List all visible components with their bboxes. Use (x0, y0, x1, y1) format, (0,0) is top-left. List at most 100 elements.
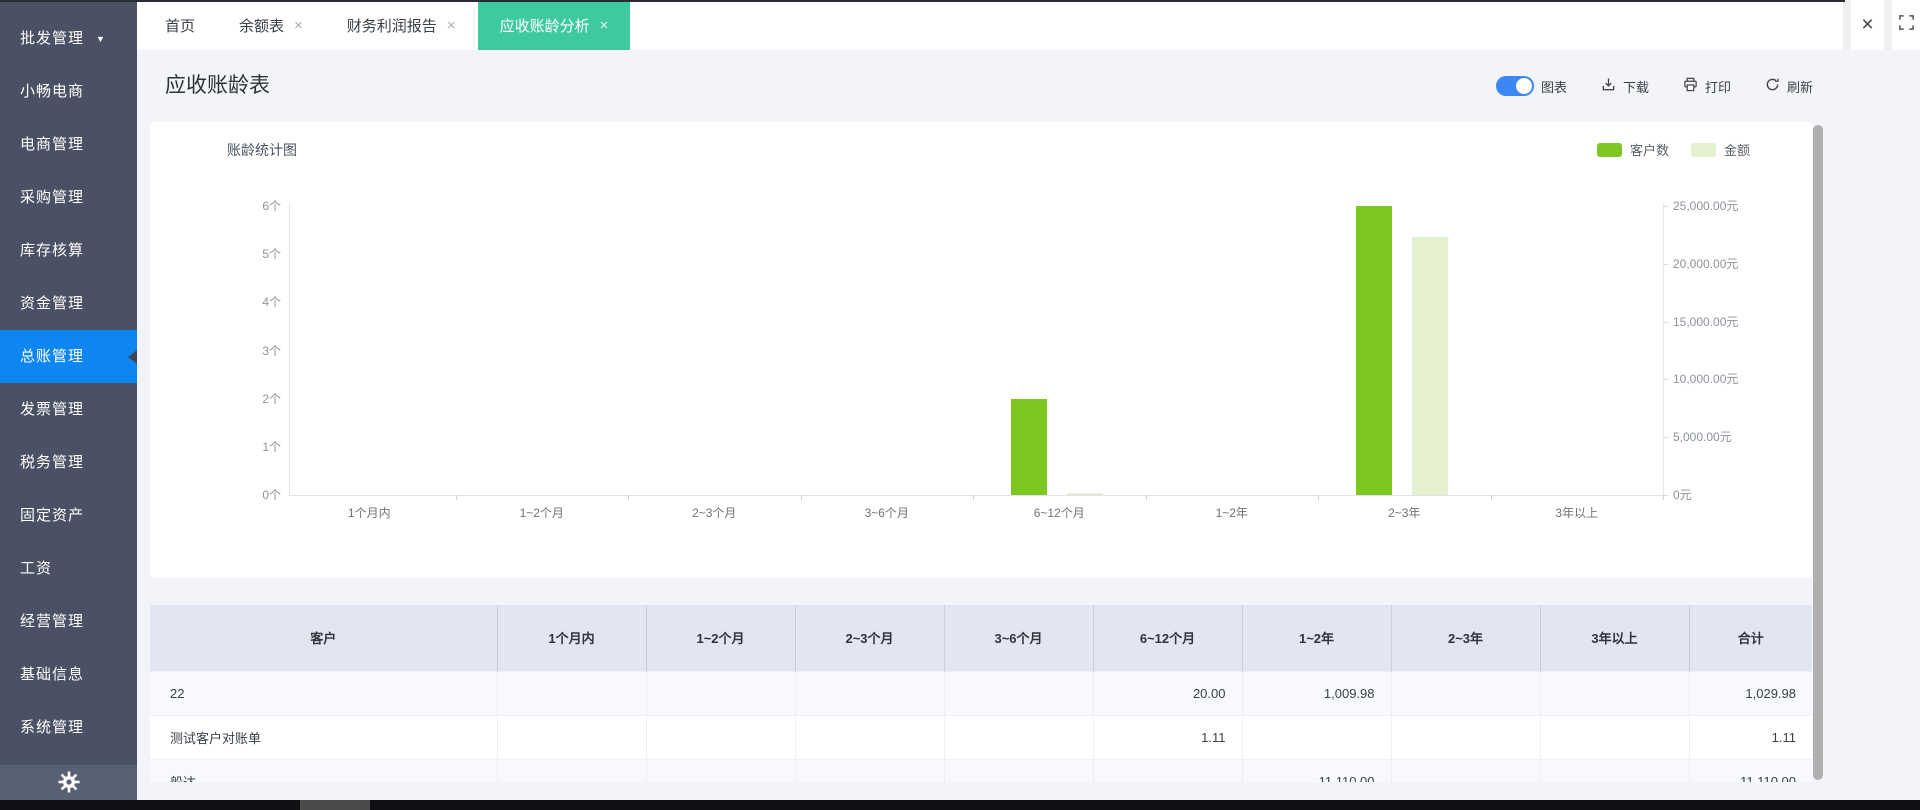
value-cell (497, 670, 647, 715)
x-axis-label: 2~3年 (1388, 506, 1421, 520)
bottom-edge-segment (300, 800, 370, 810)
sidebar-item-3[interactable]: 采购管理 (0, 171, 137, 224)
sidebar-item-10[interactable]: 工资 (0, 542, 137, 595)
tab-1[interactable]: 余额表 × (217, 0, 325, 50)
y-axis-right-tick-label: 15,000.00元 (1673, 314, 1739, 329)
window-fullscreen-button[interactable] (1892, 0, 1920, 50)
sidebar-item-7[interactable]: 发票管理 (0, 383, 137, 436)
table-row: 22 20.00 1,009.98 1,029.98 (150, 670, 1812, 715)
print-label: 打印 (1704, 79, 1731, 95)
tab-3[interactable]: 应收账龄分析 × (477, 0, 631, 50)
value-cell (646, 714, 796, 759)
y-axis-left-tick-label: 4个 (262, 295, 281, 310)
x-axis-tickmark (973, 495, 974, 500)
value-cell: 11,110.00 (1242, 758, 1392, 782)
bar-amount[interactable] (1067, 493, 1104, 495)
chart-legend: 客户数 金额 (1596, 140, 1750, 159)
bottom-screen-edge (0, 800, 1920, 810)
value-cell: 1,009.98 (1242, 670, 1392, 715)
column-header-2: 1~2个月 (646, 605, 796, 671)
sidebar-item-5[interactable]: 资金管理 (0, 277, 137, 330)
tab-0[interactable]: 首页 (143, 0, 217, 50)
bar-customer-count[interactable] (1011, 398, 1048, 495)
sidebar-item-1[interactable]: 小畅电商 (0, 65, 137, 118)
sidebar-item-2[interactable]: 电商管理 (0, 118, 137, 171)
sidebar-item-4[interactable]: 库存核算 (0, 224, 137, 277)
tab-2[interactable]: 财务利润报告 × (325, 0, 478, 50)
customer-cell: 般达 (150, 758, 498, 782)
x-axis-label: 1~2年 (1215, 506, 1248, 520)
value-cell (1242, 714, 1392, 759)
tab-label: 应收账龄分析 (499, 17, 590, 35)
tab-close-icon[interactable]: × (446, 16, 456, 34)
x-axis-label: 1~2个月 (519, 506, 564, 520)
toolbar: 图表 下载 打印 (1495, 50, 1813, 122)
sidebar-item-6[interactable]: 总账管理 (0, 330, 137, 383)
sidebar-item-11[interactable]: 经营管理 (0, 595, 137, 648)
sidebar-item-13[interactable]: 系统管理 (0, 701, 137, 754)
sidebar-item-label: 系统管理 (20, 719, 85, 736)
value-cell: 1.11 (1689, 714, 1812, 759)
x-axis-tickmark (800, 495, 802, 500)
tab-close-icon[interactable]: × (599, 16, 609, 34)
sidebar-settings-button[interactable] (0, 765, 137, 803)
sidebar-item-12[interactable]: 基础信息 (0, 648, 137, 701)
sidebar-item-0[interactable]: 批发管理 ▼ (0, 12, 137, 65)
toggle-switch-icon[interactable] (1495, 76, 1534, 96)
column-header-6: 1~2年 (1242, 605, 1392, 671)
page-title: 应收账龄表 (165, 74, 270, 97)
print-button[interactable]: 打印 (1683, 77, 1731, 96)
bar-customer-count[interactable] (1356, 206, 1393, 495)
column-header-0: 客户 (150, 605, 498, 671)
right-axis-tickmark (1663, 495, 1668, 496)
column-header-4: 3~6个月 (944, 605, 1094, 671)
sidebar-item-label: 总账管理 (20, 348, 85, 365)
x-axis-tickmark (628, 495, 629, 500)
chart-toggle-label: 图表 (1540, 79, 1567, 95)
window-close-button[interactable]: × (1851, 0, 1884, 50)
vertical-scrollbar-thumb[interactable] (1813, 125, 1823, 780)
x-axis-label: 2~3个月 (692, 506, 737, 520)
legend-swatch-amount (1690, 142, 1716, 157)
y-axis-right-tick-label: 10,000.00元 (1673, 372, 1739, 387)
column-header-5: 6~12个月 (1093, 605, 1243, 671)
chart-card: 账龄统计图 客户数 金额 0个 1个 2个 3个 4个 5个 6个 0元 5,000.00元 10… (150, 122, 1812, 578)
legend-item-amount[interactable]: 金额 (1690, 140, 1750, 159)
active-item-marker-icon (128, 349, 137, 364)
column-header-1: 1个月内 (497, 605, 647, 671)
value-cell (944, 670, 1094, 715)
close-icon: × (1861, 13, 1874, 36)
right-axis-tickmark (1663, 437, 1668, 439)
bar-amount[interactable] (1412, 237, 1449, 495)
sidebar-menu: 批发管理 ▼ 小畅电商 电商管理采购管理库存核算资金管理总账管理发票管理 税务管理固定资… (0, 0, 137, 754)
column-header-8: 3年以上 (1540, 605, 1690, 671)
y-axis-right-tick-label: 5,000.00元 (1673, 430, 1732, 445)
legend-item-customer-count[interactable]: 客户数 (1596, 140, 1669, 159)
y-axis-left-tick-label: 3个 (262, 343, 281, 358)
refresh-button[interactable]: 刷新 (1765, 77, 1813, 96)
aging-table: 客户 1个月内 1~2个月 2~3个月 3~6个月 6~12个月 1~2年 2~3年 3年以上合… (150, 605, 1812, 782)
download-button[interactable]: 下载 (1601, 77, 1649, 96)
sidebar-item-label: 库存核算 (20, 242, 85, 259)
sidebar: 批发管理 ▼ 小畅电商 电商管理采购管理库存核算资金管理总账管理发票管理 税务管理固定资… (0, 0, 137, 810)
column-header-9: 合计 (1689, 605, 1812, 671)
sidebar-item-label: 固定资产 (20, 507, 85, 524)
value-cell (795, 670, 945, 715)
value-cell (497, 758, 647, 782)
sidebar-item-8[interactable]: 税务管理 (0, 436, 137, 489)
value-cell (646, 758, 796, 782)
value-cell (1391, 714, 1541, 759)
window-top-edge (0, 0, 1845, 2)
sidebar-item-label: 采购管理 (20, 189, 85, 206)
x-axis-tickmark (1490, 495, 1492, 500)
tab-close-icon[interactable]: × (294, 16, 303, 34)
refresh-icon (1765, 77, 1780, 95)
refresh-label: 刷新 (1786, 79, 1813, 95)
sidebar-item-label: 批发管理 (20, 30, 85, 47)
chart-toggle[interactable]: 图表 (1495, 76, 1567, 96)
download-label: 下载 (1622, 79, 1649, 95)
value-cell (1391, 758, 1541, 782)
sidebar-item-9[interactable]: 固定资产 (0, 489, 137, 542)
tab-strip: 首页 余额表 × 财务利润报告 × 应收账龄分析 × (137, 0, 1843, 50)
